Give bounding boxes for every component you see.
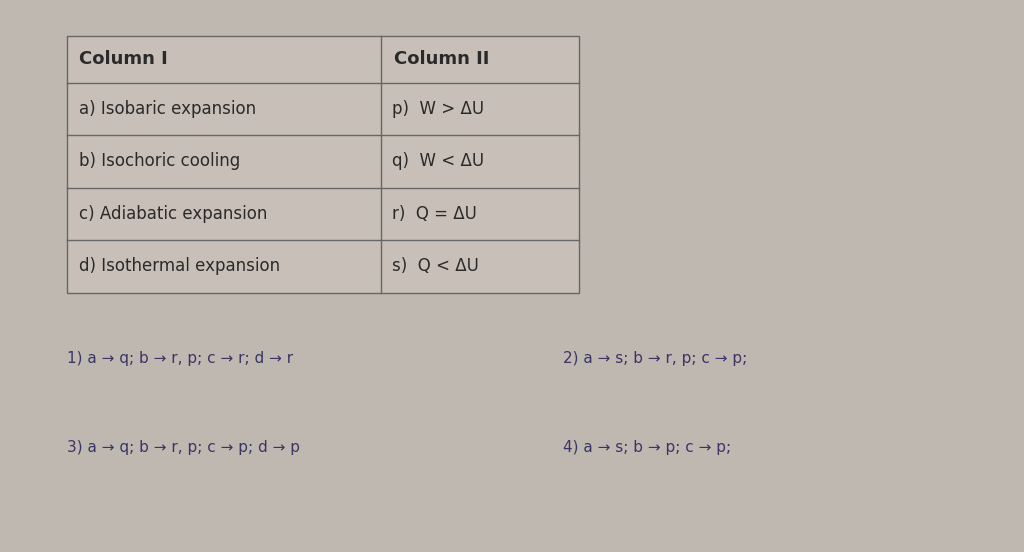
Text: 2) a → s; b → r, p; c → p;: 2) a → s; b → r, p; c → p; bbox=[563, 351, 748, 367]
Text: 3) a → q; b → r, p; c → p; d → p: 3) a → q; b → r, p; c → p; d → p bbox=[67, 439, 300, 455]
Text: q)  W < ΔU: q) W < ΔU bbox=[391, 152, 483, 171]
Text: p)  W > ΔU: p) W > ΔU bbox=[391, 100, 483, 118]
Text: Column II: Column II bbox=[393, 50, 489, 68]
Text: Column I: Column I bbox=[79, 50, 168, 68]
Text: s)  Q < ΔU: s) Q < ΔU bbox=[391, 257, 478, 275]
Text: c) Adiabatic expansion: c) Adiabatic expansion bbox=[79, 205, 267, 223]
Bar bbox=[67, 36, 579, 293]
Text: r)  Q = ΔU: r) Q = ΔU bbox=[391, 205, 476, 223]
Text: a) Isobaric expansion: a) Isobaric expansion bbox=[79, 100, 256, 118]
Text: 1) a → q; b → r, p; c → r; d → r: 1) a → q; b → r, p; c → r; d → r bbox=[67, 351, 293, 367]
Text: d) Isothermal expansion: d) Isothermal expansion bbox=[79, 257, 280, 275]
Text: 4) a → s; b → p; c → p;: 4) a → s; b → p; c → p; bbox=[563, 439, 731, 455]
Text: b) Isochoric cooling: b) Isochoric cooling bbox=[79, 152, 240, 171]
